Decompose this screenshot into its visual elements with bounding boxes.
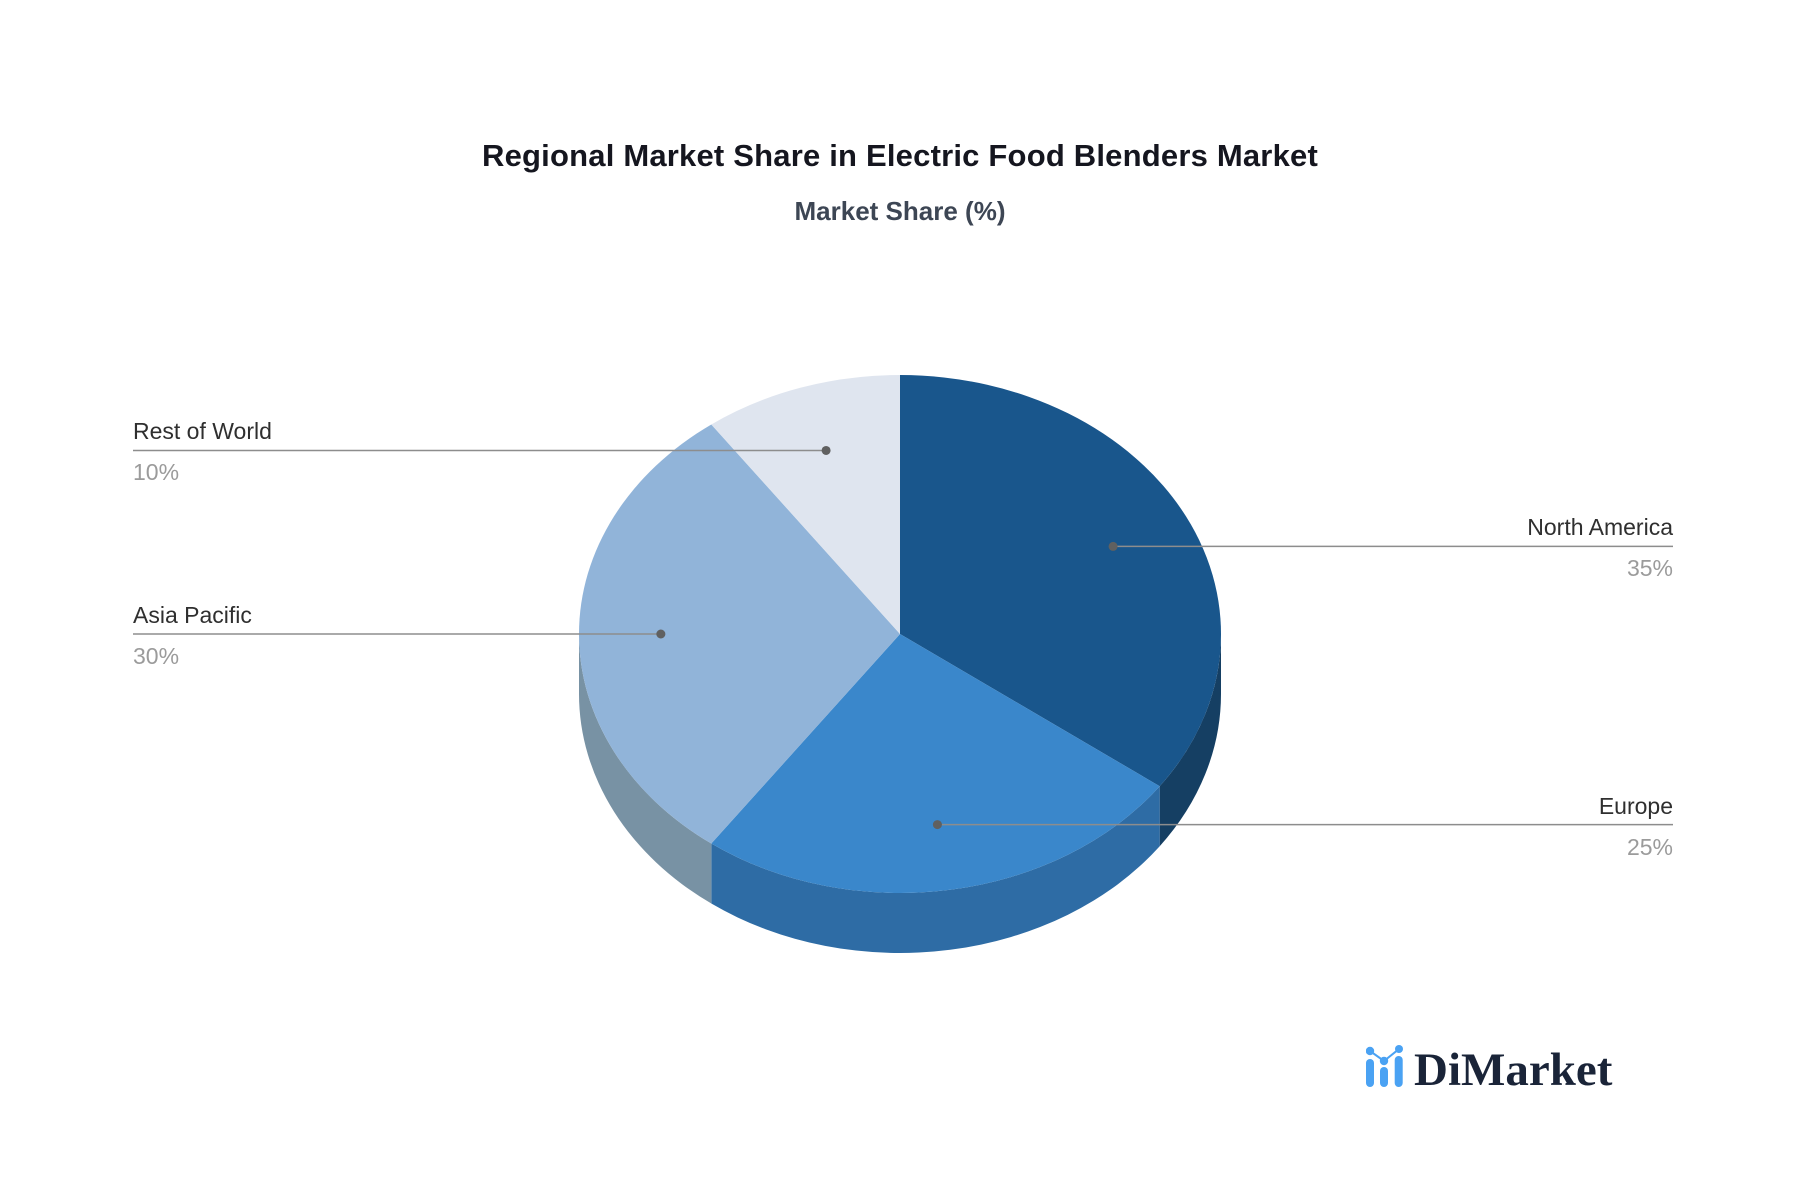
slice-label: Rest of World: [133, 418, 272, 444]
pie-slice-side-north-america: [1159, 634, 1221, 847]
pie-slice-rest-of-world[interactable]: [711, 375, 900, 634]
leader-dot-europe: [932, 820, 942, 830]
slice-label: North America: [1527, 514, 1673, 540]
callout-europe: Europe 25%: [1599, 793, 1673, 860]
pie-slice-asia-pacific[interactable]: [578, 424, 900, 844]
callout-asia-pacific: Asia Pacific 30%: [133, 602, 252, 669]
pie-slice-side-europe: [711, 786, 1160, 954]
slice-value: 30%: [133, 643, 180, 669]
callout-rest-of-world: Rest of World 10%: [133, 418, 272, 485]
leader-dot-asia-pacific: [656, 629, 666, 639]
slice-value: 35%: [1626, 555, 1673, 581]
brand-name: DiMarket: [1414, 1044, 1613, 1096]
leader-dot-rest-of-world: [821, 445, 831, 455]
slice-label: Europe: [1598, 793, 1673, 819]
chart-title: Regional Market Share in Electric Food B…: [482, 138, 1318, 173]
slice-label: Asia Pacific: [133, 602, 252, 628]
bar-line-chart-icon: [1366, 1045, 1403, 1087]
chart-subtitle: Market Share (%): [794, 196, 1006, 226]
pie-slice-side-asia-pacific: [579, 634, 712, 904]
slice-value: 10%: [133, 459, 180, 485]
slice-value: 25%: [1626, 834, 1673, 860]
pie-slice-europe[interactable]: [711, 634, 1160, 893]
callout-north-america: North America 35%: [1527, 514, 1673, 581]
pie-slice-north-america[interactable]: [900, 375, 1221, 787]
leader-dot-north-america: [1108, 541, 1118, 551]
